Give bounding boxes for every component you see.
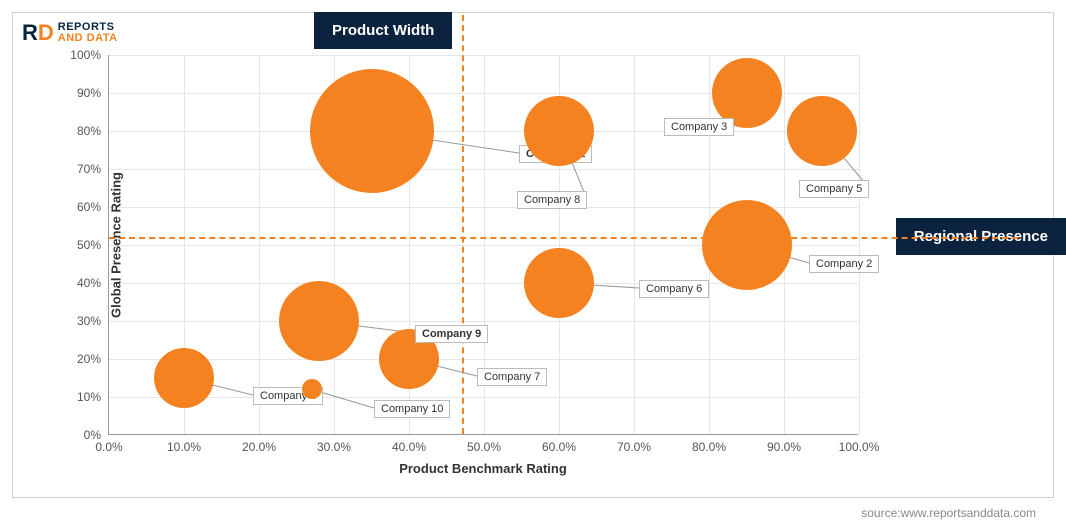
y-tick-label: 100% <box>70 48 109 62</box>
bubble-label: Company 6 <box>639 280 709 298</box>
bubble <box>279 281 359 361</box>
banner-product-width: Product Width <box>314 12 452 49</box>
plot-area: 0%10%20%30%40%50%60%70%80%90%100%0.0%10.… <box>108 55 858 435</box>
y-tick-label: 70% <box>77 162 109 176</box>
bubble <box>154 348 214 408</box>
source-citation: source:www.reportsanddata.com <box>861 506 1036 520</box>
x-tick-label: 60.0% <box>542 434 576 454</box>
bubble <box>524 248 594 318</box>
bubble <box>302 379 322 399</box>
x-tick-label: 20.0% <box>242 434 276 454</box>
x-tick-label: 0.0% <box>95 434 122 454</box>
y-tick-label: 20% <box>77 352 109 366</box>
y-tick-label: 10% <box>77 390 109 404</box>
brand-logo: RD REPORTS AND DATA <box>22 20 118 46</box>
bubble-label: Company 7 <box>477 368 547 386</box>
x-tick-label: 30.0% <box>317 434 351 454</box>
bubble-chart: 0%10%20%30%40%50%60%70%80%90%100%0.0%10.… <box>108 55 858 435</box>
y-tick-label: 50% <box>77 238 109 252</box>
reference-line-vertical <box>462 15 464 434</box>
y-tick-label: 80% <box>77 124 109 138</box>
bubble <box>702 200 792 290</box>
gridline-v <box>259 55 260 434</box>
logo-icon: RD <box>22 20 54 46</box>
x-tick-label: 10.0% <box>167 434 201 454</box>
y-tick-label: 30% <box>77 314 109 328</box>
y-axis-title: Global Presence Rating <box>108 172 123 318</box>
x-tick-label: 80.0% <box>692 434 726 454</box>
x-tick-label: 70.0% <box>617 434 651 454</box>
gridline-v <box>859 55 860 434</box>
bubble <box>310 69 434 193</box>
bubble-label: Company 5 <box>799 180 869 198</box>
bubble-label: Company 2 <box>809 255 879 273</box>
y-tick-label: 40% <box>77 276 109 290</box>
bubble <box>787 96 857 166</box>
x-tick-label: 90.0% <box>767 434 801 454</box>
bubble <box>524 96 594 166</box>
y-tick-label: 60% <box>77 200 109 214</box>
bubble-label: Company 10 <box>374 400 450 418</box>
x-tick-label: 50.0% <box>467 434 501 454</box>
bubble-label: Company 9 <box>415 325 488 343</box>
gridline-v <box>634 55 635 434</box>
x-tick-label: 40.0% <box>392 434 426 454</box>
logo-text: REPORTS AND DATA <box>58 22 118 44</box>
bubble-label: Company 8 <box>517 191 587 209</box>
reference-line-horizontal <box>109 237 1018 239</box>
x-axis-title: Product Benchmark Rating <box>399 461 567 476</box>
x-tick-label: 100.0% <box>839 434 880 454</box>
bubble-label: Company 3 <box>664 118 734 136</box>
y-tick-label: 90% <box>77 86 109 100</box>
